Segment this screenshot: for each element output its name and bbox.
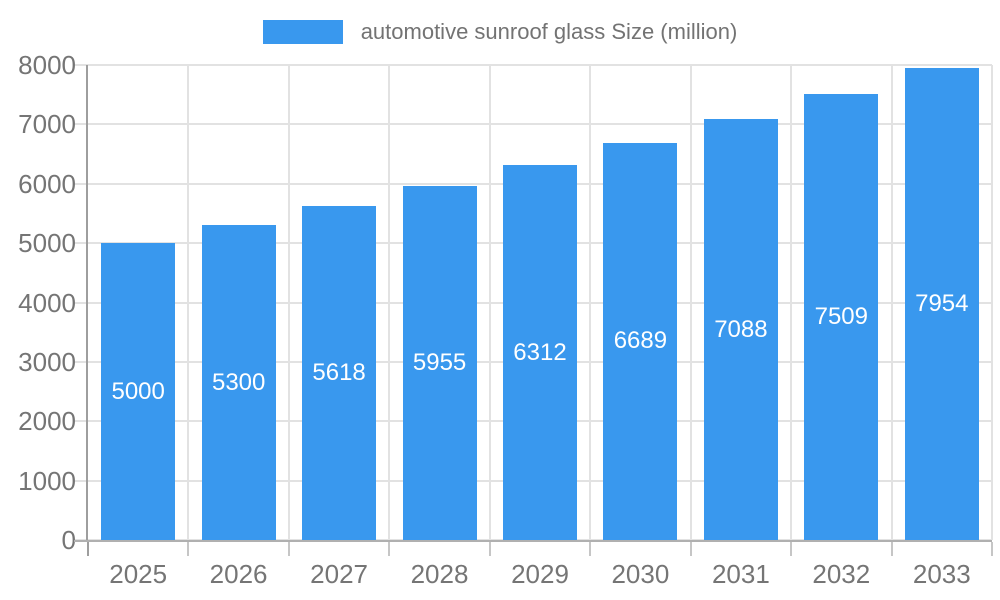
bar[interactable]	[201, 225, 276, 540]
bar-value-label: 5618	[312, 359, 366, 387]
bar[interactable]	[904, 67, 979, 540]
bar-value-label: 7088	[714, 315, 768, 343]
x-axis-label: 2025	[109, 559, 168, 589]
y-axis-label: 1000	[18, 465, 76, 496]
v-gridline	[187, 65, 190, 540]
x-axis-line	[74, 540, 992, 542]
x-axis-tick	[388, 542, 391, 556]
v-gridline	[790, 65, 793, 540]
y-axis-label: 0	[61, 525, 76, 555]
x-axis-tick	[488, 542, 491, 556]
x-axis-tick	[187, 542, 190, 556]
legend-swatch-icon	[262, 20, 343, 44]
bar-value-label: 6689	[613, 327, 668, 355]
bar-value-label: 5955	[412, 349, 467, 377]
bar[interactable]	[603, 142, 678, 540]
bar[interactable]	[804, 94, 879, 540]
h-gridline	[74, 123, 992, 126]
y-axis-label: 6000	[18, 168, 76, 199]
v-gridline	[890, 65, 893, 540]
bar[interactable]	[703, 119, 778, 540]
v-gridline	[991, 65, 993, 540]
v-gridline	[287, 65, 290, 540]
v-gridline	[488, 65, 491, 540]
bar[interactable]	[503, 165, 577, 540]
x-axis-tick	[689, 542, 692, 556]
bar[interactable]	[402, 186, 477, 540]
x-axis-label: 2027	[310, 559, 368, 589]
v-gridline	[589, 65, 592, 540]
bar-value-label: 5300	[211, 368, 266, 396]
x-axis-tick	[87, 542, 89, 556]
x-axis-label: 2026	[209, 559, 268, 589]
x-axis-label: 2030	[611, 559, 670, 589]
x-axis-tick	[890, 542, 893, 556]
h-gridline	[74, 64, 992, 66]
bar[interactable]	[101, 243, 176, 540]
y-axis-label: 3000	[18, 346, 76, 377]
v-gridline	[388, 65, 391, 540]
y-axis-label: 4000	[18, 287, 76, 318]
bar[interactable]	[302, 206, 377, 540]
x-axis-tick	[991, 542, 993, 556]
legend-label: automotive sunroof glass Size (million)	[360, 19, 738, 44]
bar-value-label: 5000	[111, 377, 165, 405]
y-axis-line	[86, 65, 88, 542]
y-axis-label: 2000	[18, 406, 76, 437]
y-axis-label: 5000	[18, 228, 76, 259]
x-axis-tick	[790, 542, 793, 556]
legend-item[interactable]: automotive sunroof glass Size (million)	[262, 18, 738, 46]
x-axis-label: 2032	[812, 559, 871, 589]
bar-value-label: 6312	[513, 338, 567, 366]
x-axis-label: 2029	[511, 559, 569, 589]
chart-legend: automotive sunroof glass Size (million)	[0, 18, 1000, 46]
y-axis-label: 7000	[18, 109, 76, 140]
x-axis-label: 2028	[410, 559, 469, 589]
x-axis-label: 2033	[912, 559, 971, 589]
x-axis-tick	[589, 542, 592, 556]
bar-value-label: 7509	[814, 303, 868, 331]
bar-value-label: 7954	[915, 289, 969, 317]
v-gridline	[689, 65, 692, 540]
x-axis-label: 2031	[711, 559, 770, 589]
x-axis-tick	[287, 542, 290, 556]
y-axis-label: 8000	[18, 50, 76, 80]
